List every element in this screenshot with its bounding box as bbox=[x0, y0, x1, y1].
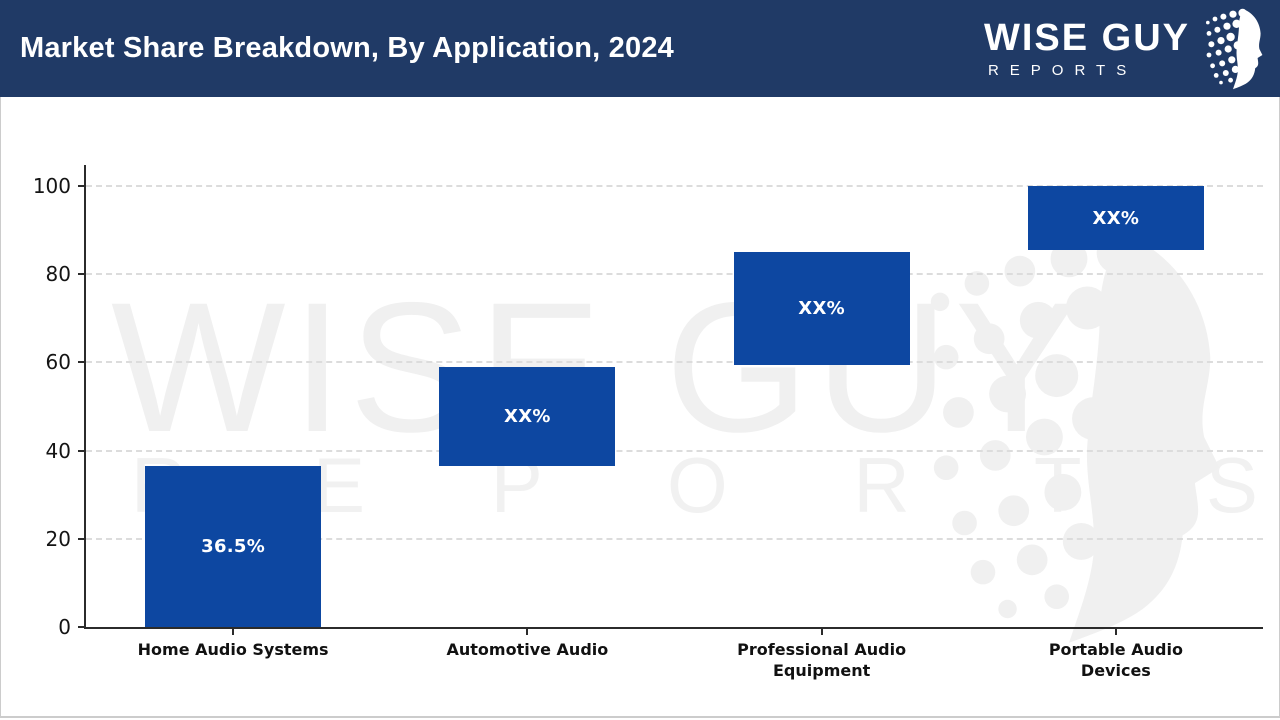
chart-bar: 36.5% bbox=[145, 466, 322, 627]
gridline bbox=[86, 361, 1263, 364]
y-axis-line bbox=[84, 165, 86, 629]
category-label-line: Equipment bbox=[772, 661, 871, 680]
gridline bbox=[86, 185, 1263, 188]
y-axis-tick bbox=[78, 361, 86, 364]
x-axis-line bbox=[84, 627, 1263, 629]
category-label-line: Portable Audio bbox=[1048, 640, 1183, 659]
category-label-line: Professional Audio bbox=[737, 640, 907, 659]
x-axis-tick bbox=[232, 627, 235, 635]
brand-logo: WISE GUY REPORTS bbox=[984, 7, 1270, 91]
y-axis-tick-label: 0 bbox=[58, 615, 71, 639]
y-axis-tick-label: 80 bbox=[45, 262, 71, 287]
x-axis-tick bbox=[1114, 627, 1117, 635]
y-axis-tick bbox=[78, 537, 86, 540]
y-axis-tick bbox=[78, 626, 86, 628]
bar-value-label: XX% bbox=[1092, 207, 1140, 229]
y-axis-tick-label: 100 bbox=[32, 174, 71, 199]
category-label-line: Devices bbox=[1080, 661, 1151, 680]
gridline bbox=[86, 273, 1263, 276]
chart-canvas: WISE GUY R E P O R T S 0 20 40 60 80 100 36.5%… bbox=[0, 97, 1280, 717]
watermark-face-icon bbox=[869, 222, 1269, 652]
x-axis-tick bbox=[820, 627, 823, 635]
bottom-border bbox=[0, 716, 1280, 718]
chart-bar: XX% bbox=[1027, 186, 1204, 251]
x-axis-category-label: Portable Audio Devices bbox=[969, 639, 1263, 681]
x-axis-category-label: Professional Audio Equipment bbox=[675, 639, 969, 681]
gridline bbox=[86, 449, 1263, 452]
y-axis-tick-label: 60 bbox=[45, 350, 71, 375]
brand-name: WISE GUY bbox=[983, 17, 1190, 59]
page-title: Market Share Breakdown, By Application, … bbox=[20, 32, 674, 64]
bar-value-label: XX% bbox=[504, 405, 551, 427]
brand-logo-text: WISE GUY REPORTS bbox=[984, 19, 1190, 78]
y-axis-tick bbox=[78, 449, 86, 452]
brand-subname: REPORTS bbox=[987, 62, 1138, 79]
brand-face-icon bbox=[1196, 7, 1270, 91]
header-bar: Market Share Breakdown, By Application, … bbox=[0, 0, 1280, 97]
x-axis-tick bbox=[526, 627, 529, 635]
x-axis-category-label: Automotive Audio bbox=[380, 639, 674, 660]
category-label-line: Home Audio Systems bbox=[137, 640, 329, 659]
y-axis-tick bbox=[78, 273, 86, 276]
y-axis-tick bbox=[78, 185, 86, 188]
bar-value-label: 36.5% bbox=[201, 536, 266, 558]
y-axis-tick-label: 20 bbox=[45, 526, 71, 551]
y-axis-tick-label: 40 bbox=[45, 438, 71, 463]
chart-bar: XX% bbox=[439, 366, 616, 467]
x-axis-category-label: Home Audio Systems bbox=[86, 639, 380, 660]
bar-value-label: XX% bbox=[798, 297, 845, 319]
gridline bbox=[86, 537, 1263, 540]
chart-bar: XX% bbox=[733, 252, 910, 365]
category-label-line: Automotive Audio bbox=[446, 640, 609, 659]
